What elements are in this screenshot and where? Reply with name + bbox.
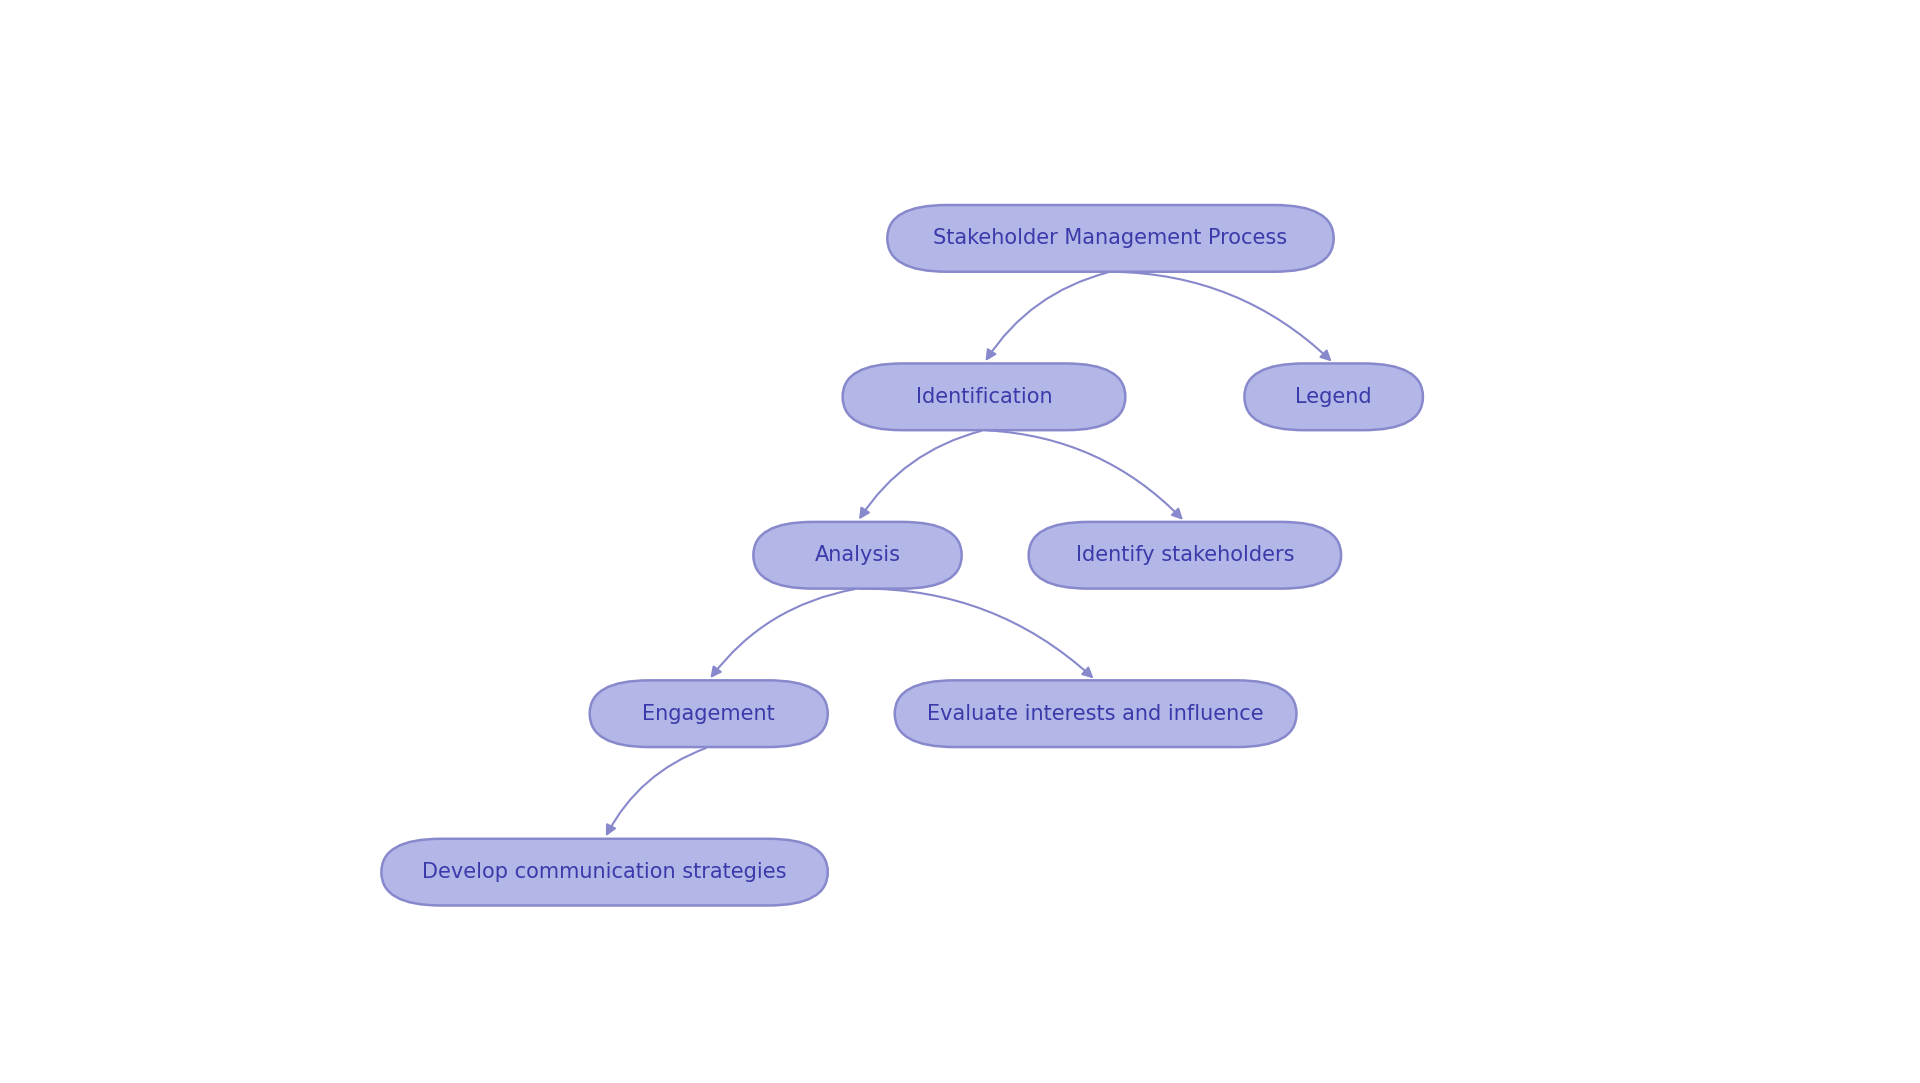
Text: Engagement: Engagement (643, 704, 776, 723)
Text: Identify stakeholders: Identify stakeholders (1075, 545, 1294, 565)
FancyBboxPatch shape (382, 838, 828, 905)
FancyBboxPatch shape (753, 522, 962, 589)
FancyBboxPatch shape (1029, 522, 1340, 589)
Text: Evaluate interests and influence: Evaluate interests and influence (927, 704, 1263, 723)
FancyBboxPatch shape (895, 680, 1296, 747)
Text: Legend: Legend (1296, 387, 1373, 407)
FancyBboxPatch shape (887, 205, 1334, 272)
FancyBboxPatch shape (589, 680, 828, 747)
Text: Identification: Identification (916, 387, 1052, 407)
Text: Analysis: Analysis (814, 545, 900, 565)
FancyBboxPatch shape (843, 364, 1125, 430)
FancyBboxPatch shape (1244, 364, 1423, 430)
Text: Stakeholder Management Process: Stakeholder Management Process (933, 229, 1288, 248)
Text: Develop communication strategies: Develop communication strategies (422, 862, 787, 883)
